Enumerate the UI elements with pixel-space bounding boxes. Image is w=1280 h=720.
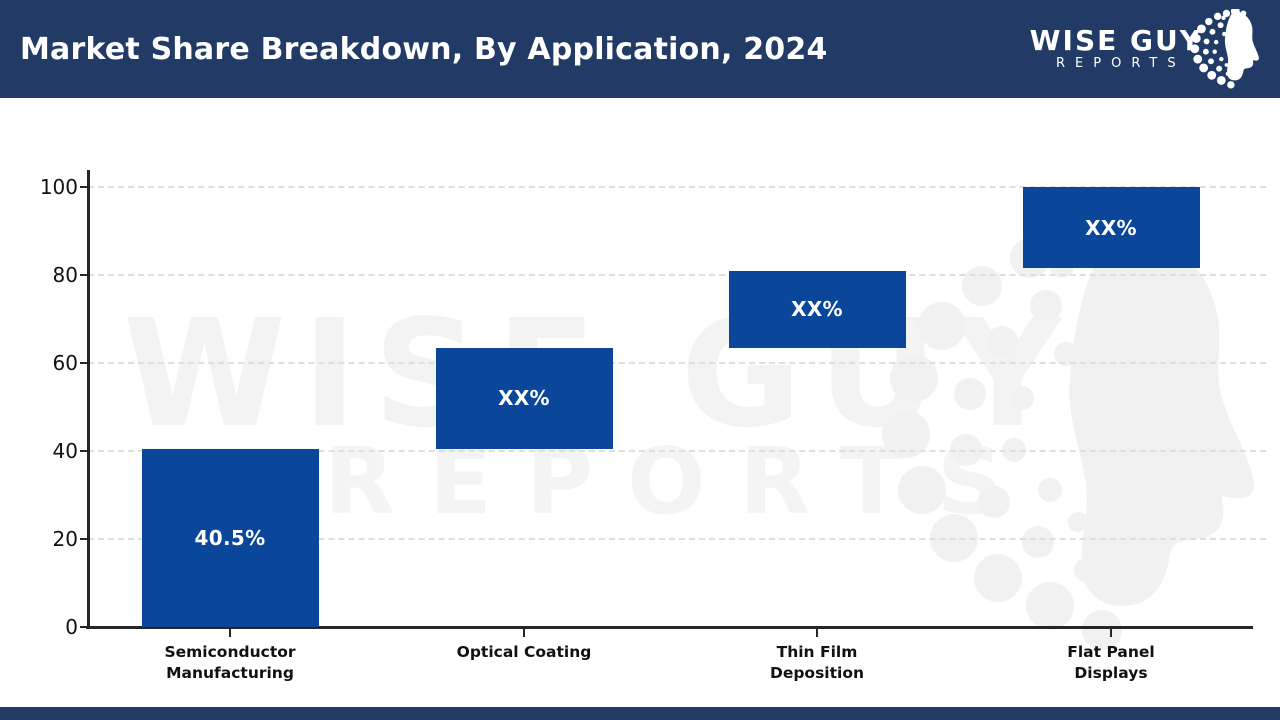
logo-reports-text: REPORTS [1056,56,1186,71]
wise-guy-reports-logo: WISE GUY REPORTS [1030,8,1262,90]
y-tick-mark [80,538,88,540]
logo-wiseguy-text: WISE GUY [1029,24,1202,57]
gridline [88,362,1266,364]
y-tick-label: 100 [39,175,78,199]
bar-value-label: 40.5% [194,525,266,550]
category-label-line: Semiconductor [164,643,296,661]
gridline [88,538,1266,540]
category-label-line: Deposition [769,664,865,682]
bar-value-label: XX% [498,386,550,411]
footer-bar [0,707,1280,720]
category-label: Semiconductor Manufacturing [95,642,365,684]
category-label: Flat Panel Displays [976,642,1246,684]
x-tick-mark [1110,629,1112,637]
bar: XX% [728,270,906,348]
chart-title: Market Share Breakdown, By Application, … [20,31,828,67]
category-label: Optical Coating [389,642,659,663]
category-label: Thin Film Deposition [682,642,952,684]
header-bar: Market Share Breakdown, By Application, … [0,0,1280,98]
y-tick-mark [80,274,88,276]
bar-value-label: XX% [1085,215,1137,240]
category-label-line: Optical Coating [456,643,592,661]
y-tick-label: 80 [52,263,78,287]
y-tick-label: 60 [52,351,78,375]
x-tick-mark [816,629,818,637]
waterfall-chart: 0 20 40 60 80 100 40.5% Semiconductor Manufactur… [0,98,1280,707]
y-tick-mark [80,626,88,628]
y-tick-mark [80,362,88,364]
y-tick-label: 0 [65,615,78,639]
bar-value-label: XX% [791,297,843,322]
bar: 40.5% [141,448,319,627]
x-axis-line [86,626,1253,629]
y-tick-label: 40 [52,439,78,463]
y-tick-label: 20 [52,527,78,551]
logo-head-dots-icon [1190,8,1259,89]
gridline [88,450,1266,452]
y-tick-mark [80,450,88,452]
category-label-line: Flat Panel [1067,643,1155,661]
category-label-line: Manufacturing [166,664,294,682]
x-tick-mark [523,629,525,637]
category-label-line: Thin Film [776,643,858,661]
bar: XX% [1022,187,1200,269]
y-axis-line [87,170,90,629]
gridline [88,274,1266,276]
x-tick-mark [229,629,231,637]
gridline [88,186,1266,188]
y-tick-mark [80,186,88,188]
bar: XX% [435,347,613,449]
category-label-line: Displays [1074,664,1148,682]
logo-text: WISE GUY REPORTS [1030,26,1202,72]
